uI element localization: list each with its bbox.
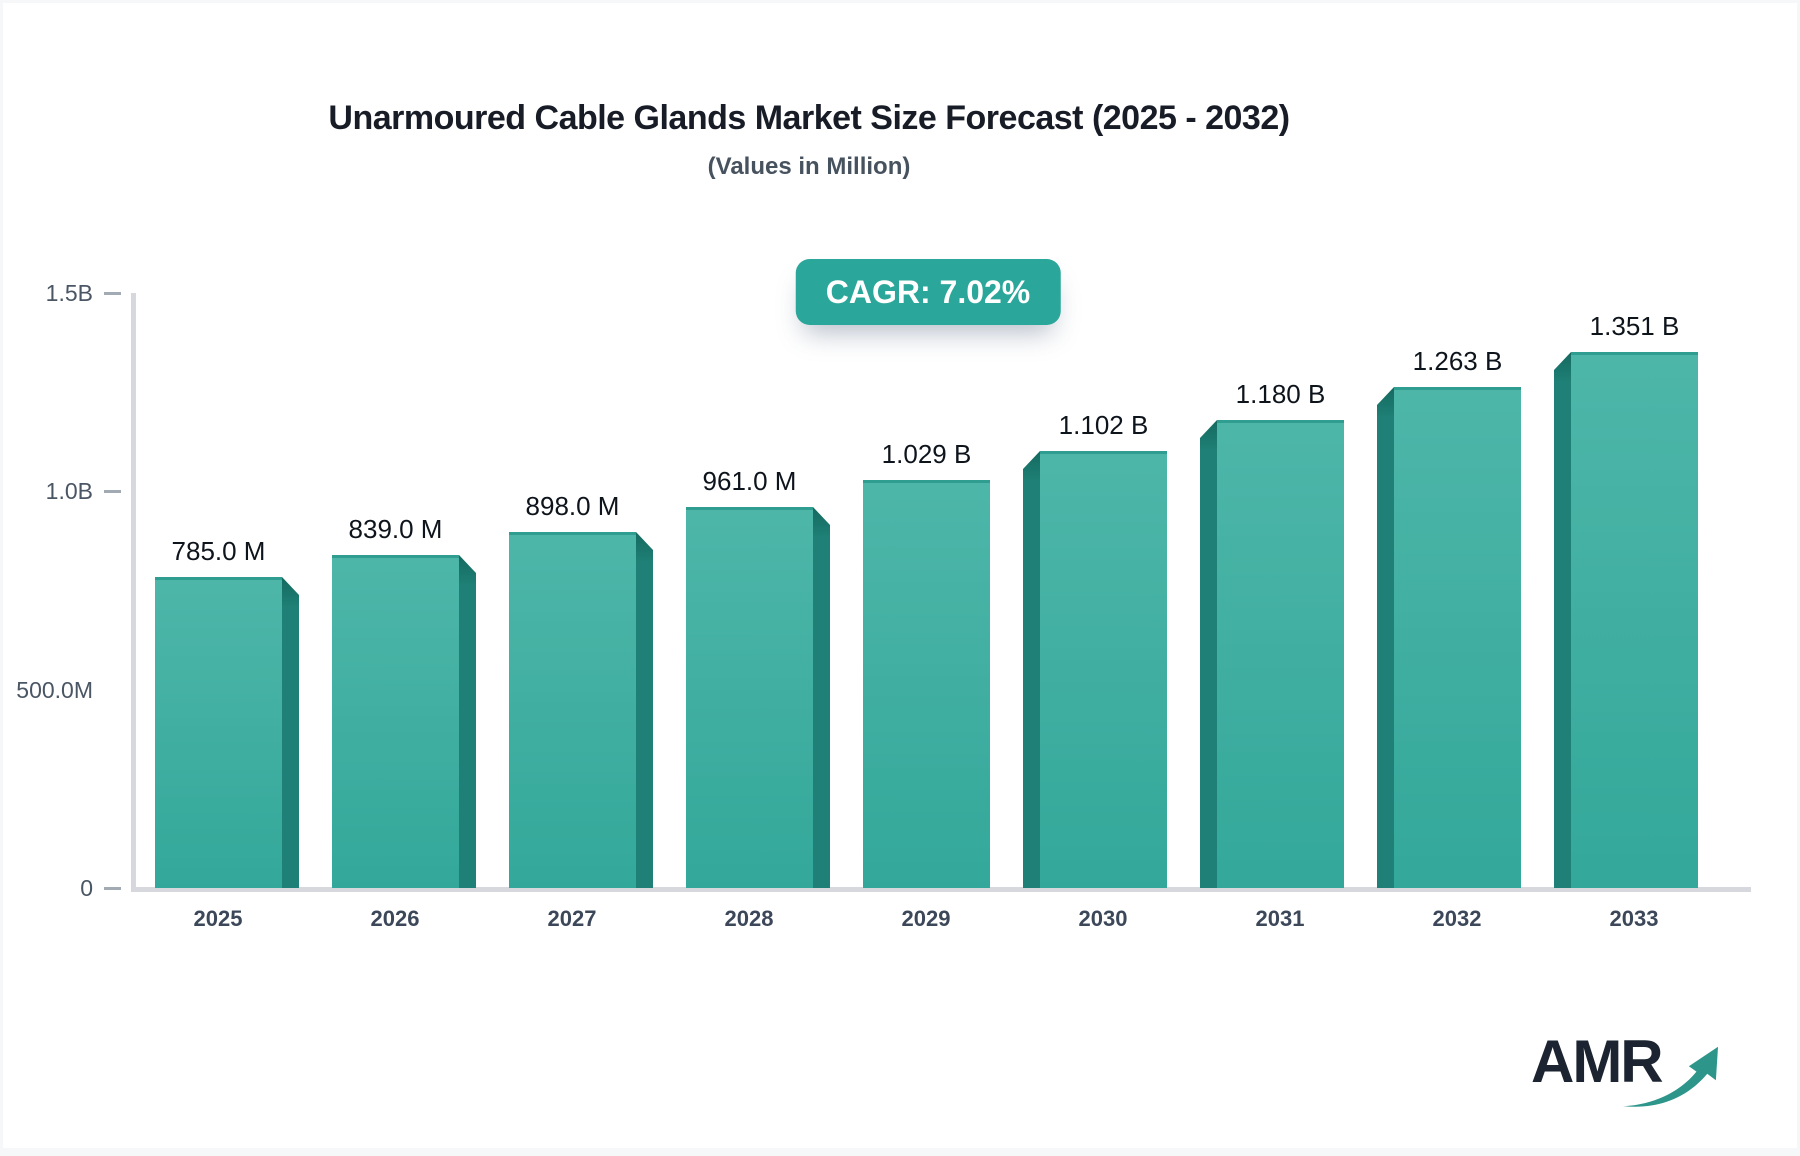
- x-axis-label-2025: 2025: [193, 906, 243, 931]
- x-axis-label-2032: 2032: [1432, 906, 1482, 931]
- x-axis-label-2030: 2030: [1078, 906, 1128, 931]
- y-axis-tick-mark: [104, 887, 121, 890]
- bar-2026: 839.0 M: [332, 514, 476, 888]
- bar-3d-side: [1554, 352, 1571, 888]
- bar-2031: 1.180 B: [1200, 379, 1344, 888]
- amr-logo-text: AMR: [1531, 1028, 1664, 1095]
- bar-face-2030[interactable]: [1040, 451, 1167, 888]
- growth-arrow-icon: [1623, 1046, 1719, 1107]
- bar-face-2026[interactable]: [332, 555, 459, 888]
- bar-2028: 961.0 M: [686, 466, 830, 888]
- x-axis-label-2027: 2027: [547, 906, 597, 931]
- x-axis-label-2031: 2031: [1255, 906, 1305, 931]
- y-axis-line: [131, 293, 136, 891]
- bar-2025: 785.0 M: [155, 536, 299, 888]
- bar-2029: 1.029 B: [863, 439, 990, 888]
- bar-face-2025[interactable]: [155, 577, 282, 888]
- bar-value-label: 898.0 M: [525, 491, 620, 521]
- bar-2030: 1.102 B: [1023, 410, 1167, 888]
- bar-value-label: 1.102 B: [1058, 410, 1149, 440]
- bar-3d-side: [1377, 387, 1394, 888]
- chart-card: Unarmoured Cable Glands Market Size Fore…: [3, 3, 1797, 1148]
- bar-face-2032[interactable]: [1394, 387, 1521, 888]
- bar-3d-side: [636, 532, 653, 888]
- x-axis-label-2028: 2028: [724, 906, 774, 931]
- bar-face-2029[interactable]: [863, 480, 990, 888]
- bar-face-2028[interactable]: [686, 507, 813, 888]
- bar-2027: 898.0 M: [509, 491, 653, 888]
- bar-face-2027[interactable]: [509, 532, 636, 888]
- bar-value-label: 1.263 B: [1412, 346, 1503, 376]
- y-axis-tick-label: 1.0B: [45, 478, 93, 504]
- bar-face-2031[interactable]: [1217, 420, 1344, 888]
- bar-value-label: 1.180 B: [1235, 379, 1326, 409]
- amr-logo: AMR: [1531, 1031, 1731, 1116]
- bar-2033: 1.351 B: [1554, 311, 1698, 888]
- x-axis-label-2029: 2029: [901, 906, 951, 931]
- bar-value-label: 1.029 B: [881, 439, 972, 469]
- bar-value-label: 961.0 M: [702, 466, 797, 496]
- bar-value-label: 785.0 M: [171, 536, 266, 566]
- y-axis-tick-label: 1.5B: [45, 280, 93, 306]
- chart-subtitle: (Values in Million): [707, 153, 911, 180]
- y-axis-tick-mark: [104, 292, 121, 295]
- y-axis-tick-label: 500.0M: [16, 677, 93, 703]
- bar-3d-side: [1023, 451, 1040, 888]
- x-axis-label-2033: 2033: [1609, 906, 1659, 931]
- chart-title: Unarmoured Cable Glands Market Size Fore…: [328, 99, 1290, 137]
- x-axis-label-2026: 2026: [370, 906, 420, 931]
- bar-3d-side: [813, 507, 830, 888]
- bar-3d-side: [459, 555, 476, 888]
- y-axis-tick-label: 0: [80, 875, 93, 901]
- y-axis-tick-mark: [104, 490, 121, 493]
- bar-3d-side: [1200, 420, 1217, 888]
- cagr-badge: CAGR: 7.02%: [795, 259, 1061, 325]
- bar-value-label: 1.351 B: [1589, 311, 1680, 341]
- bar-2032: 1.263 B: [1377, 346, 1521, 888]
- x-axis-line: [131, 887, 1751, 892]
- bar-3d-side: [282, 577, 299, 888]
- bar-value-label: 839.0 M: [348, 514, 443, 544]
- bar-face-2033[interactable]: [1571, 352, 1698, 888]
